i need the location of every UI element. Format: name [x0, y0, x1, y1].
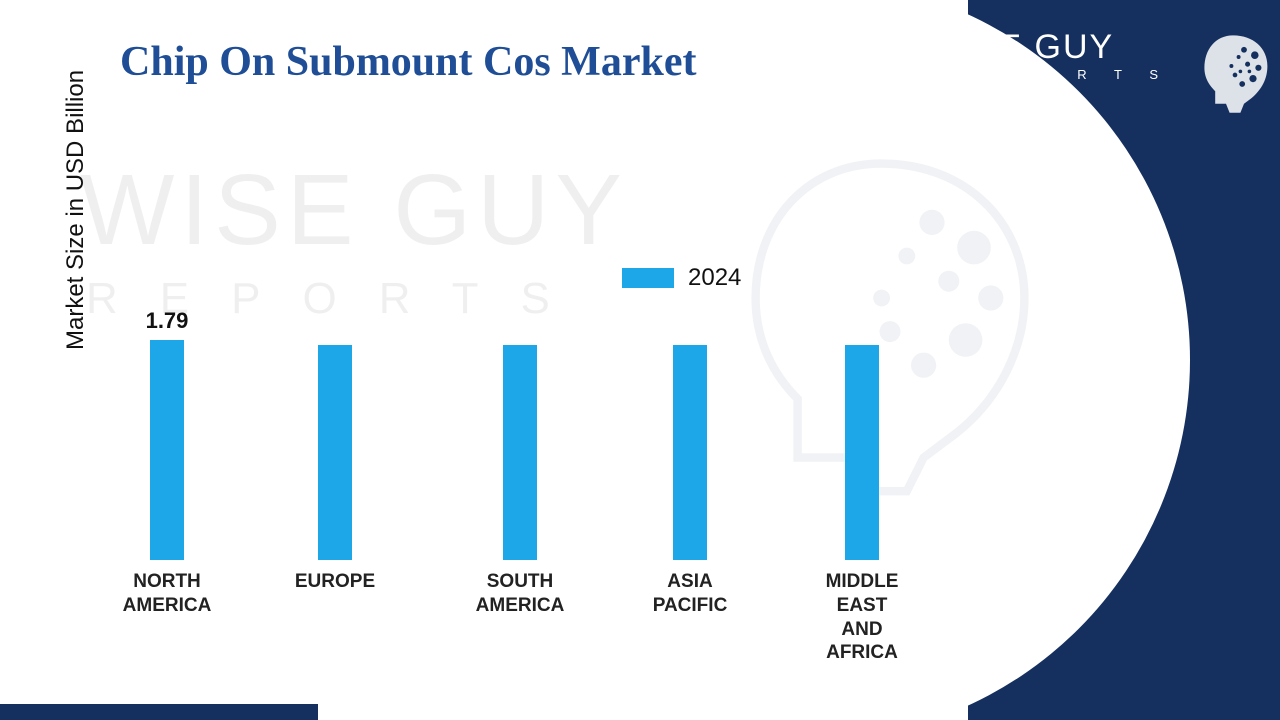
bar: 1.79 — [150, 340, 184, 560]
bar-rect — [150, 340, 184, 560]
bar — [845, 345, 879, 560]
category-label: SOUTHAMERICA — [445, 570, 595, 618]
chart-figure: WISE GUY REPORTS WISE GUY R E P O R T S … — [0, 0, 1280, 720]
plot-area: 1.79NORTHAMERICAEUROPESOUTHAMERICAASIAPA… — [100, 130, 940, 560]
category-label: MIDDLEEASTANDAFRICA — [787, 570, 937, 665]
category-label: NORTHAMERICA — [92, 570, 242, 618]
bar-rect — [845, 345, 879, 560]
chart-title: Chip On Submount Cos Market — [120, 38, 696, 86]
bottom-accent-bar — [0, 704, 318, 720]
bar — [673, 345, 707, 560]
bar-rect — [318, 345, 352, 560]
brand-logo: WISE GUY R E P O R T S — [928, 30, 1170, 84]
bar-rect — [503, 345, 537, 560]
category-label: ASIAPACIFIC — [615, 570, 765, 618]
bar-value-label: 1.79 — [107, 308, 227, 334]
bar — [318, 345, 352, 560]
brand-line2: R E P O R T S — [928, 66, 1170, 84]
category-label: EUROPE — [260, 570, 410, 594]
brand-line1: WISE GUY — [928, 30, 1170, 64]
logo-head-icon — [1190, 30, 1280, 120]
y-axis-label: Market Size in USD Billion — [62, 70, 90, 350]
bar — [503, 345, 537, 560]
bar-rect — [673, 345, 707, 560]
